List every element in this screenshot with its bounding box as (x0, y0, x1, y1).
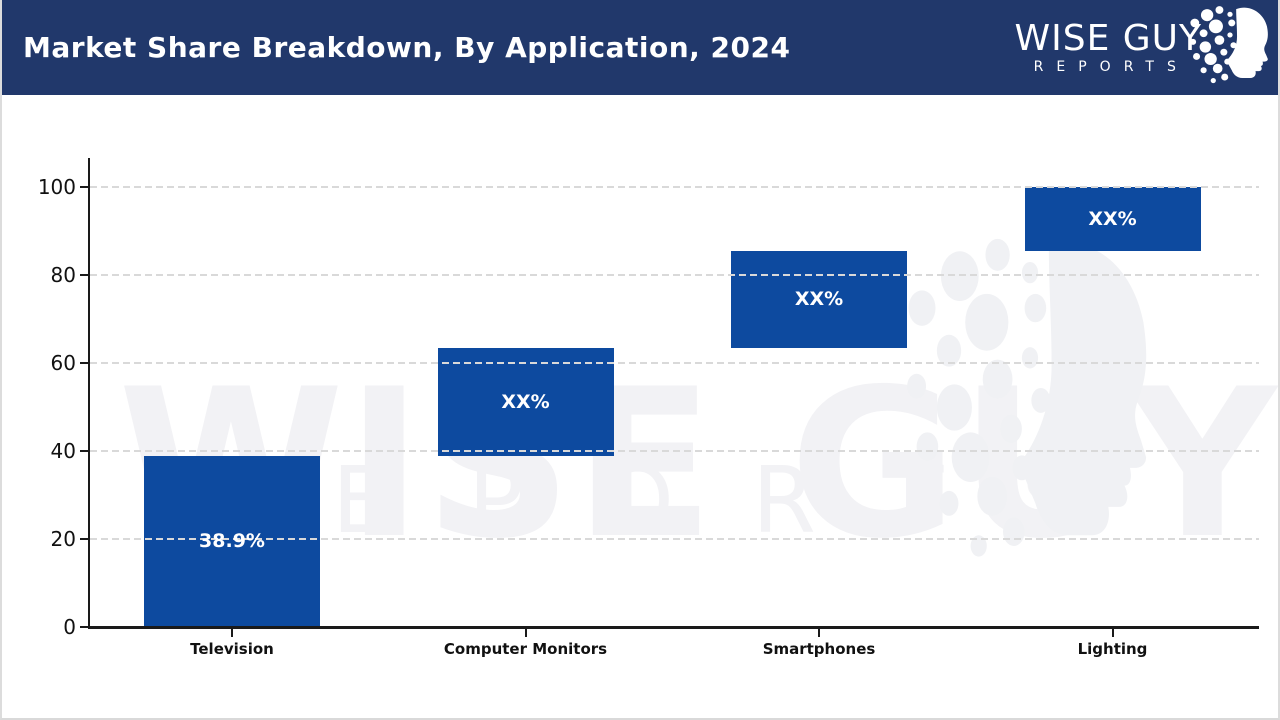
brand-subname: REPORTS (1033, 58, 1189, 75)
gridline (90, 274, 1259, 276)
brand-logo: WISE GUY REPORTS (1015, 4, 1275, 90)
y-tick-label: 20 (50, 527, 76, 551)
gridline (90, 362, 1259, 364)
gridline (90, 538, 1259, 540)
y-tick (80, 538, 89, 540)
bar-value-label-television: 38.9% (199, 530, 265, 553)
header-band: Market Share Breakdown, By Application, … (2, 0, 1278, 95)
bar-value-label-smartphones: XX% (794, 288, 844, 311)
y-tick-label: 40 (50, 439, 76, 463)
bar-television (144, 455, 320, 627)
x-category-label-computer-monitors: Computer Monitors (443, 640, 608, 658)
bar-value-label-lighting: XX% (1088, 207, 1137, 230)
bar-value-label-computer-monitors: XX% (501, 390, 550, 413)
watermark-head-icon (907, 238, 1147, 557)
y-tick-label: 60 (50, 351, 76, 375)
x-tick (818, 629, 820, 637)
brand-name: WISE GUY (1014, 18, 1202, 60)
y-tick (80, 274, 89, 276)
y-tick (80, 450, 89, 452)
x-tick (1111, 629, 1114, 637)
bar-smartphones (731, 250, 907, 349)
y-tick-label: 100 (37, 175, 76, 199)
brand-logo-text: WISE GUY REPORTS (1015, 19, 1203, 75)
gridline (90, 450, 1259, 452)
watermark-text-secondary: REPORTS (190, 447, 1158, 554)
y-tick-label: 80 (50, 263, 76, 287)
bar-computer-monitors (437, 348, 614, 456)
x-category-label-lighting: Lighting (1077, 640, 1148, 658)
chart-area: WISE GUY REPORTS 0 20 40 60 80 100 38.9% Televi… (2, 95, 1278, 718)
y-tick (80, 186, 89, 188)
x-category-label-television: Television (190, 640, 274, 658)
x-category-label-smartphones: Smartphones (762, 640, 876, 658)
y-axis-line (88, 158, 90, 629)
y-tick (80, 626, 89, 628)
bar-lighting (1024, 187, 1201, 251)
y-tick (80, 362, 89, 364)
gridline (90, 186, 1259, 188)
y-tick-label: 0 (63, 615, 76, 639)
page-title: Market Share Breakdown, By Application, … (23, 31, 791, 64)
x-tick (231, 629, 233, 637)
x-tick (524, 629, 527, 637)
x-axis-line (88, 626, 1259, 629)
